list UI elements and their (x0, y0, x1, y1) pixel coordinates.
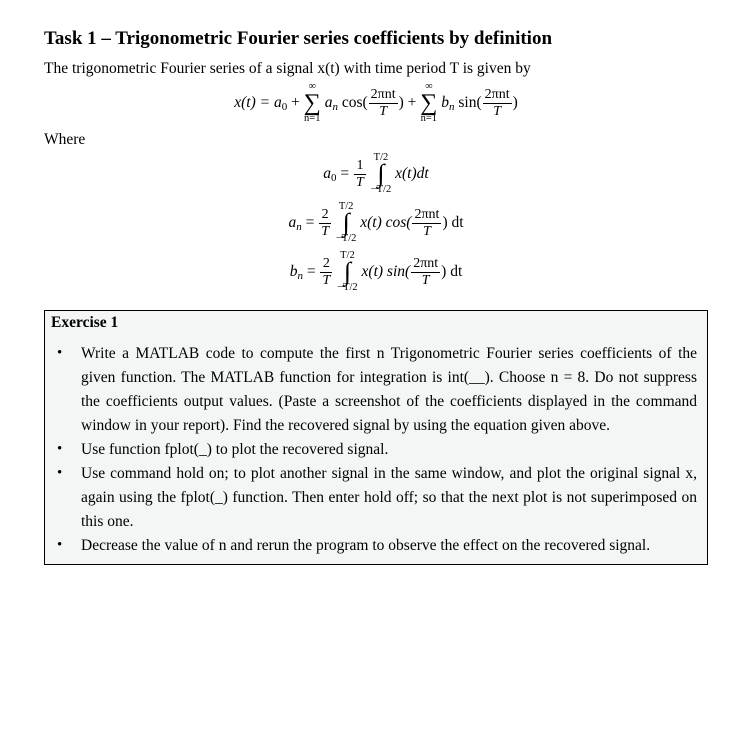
bn-inner-den: T (411, 273, 440, 288)
task-title: Task 1 – Trigonometric Fourier series co… (44, 28, 708, 50)
frac2-num: 2πnt (483, 88, 512, 104)
an-inner-num: 2πnt (412, 208, 441, 224)
an-body-post: ) dt (442, 214, 463, 231)
a0-coef-num: 1 (354, 159, 366, 175)
bn-inner-num: 2πnt (411, 257, 440, 273)
eq-close-plus: ) + (399, 94, 421, 111)
bn-int-sym: ∫ (337, 261, 358, 283)
equation-series: x(t) = a0 + ∞ ∑ n=1 an cos(2πntT) + ∞ ∑ … (44, 82, 708, 125)
bn-coef-den: T (320, 273, 332, 288)
bn-inner-frac: 2πntT (411, 257, 440, 288)
a0-eq: = (337, 165, 354, 182)
intro-text: The trigonometric Fourier series of a si… (44, 60, 708, 78)
eq-cos: cos( (338, 94, 368, 111)
sigma2-symbol: ∑ (420, 93, 437, 115)
frac-den: T (369, 104, 398, 119)
exercise-list: Write a MATLAB code to compute the first… (45, 342, 707, 564)
an-coef: 2T (319, 208, 331, 239)
where-label: Where (44, 131, 708, 149)
sigma2-bot: n=1 (420, 114, 437, 125)
exercise-box: Exercise 1 Write a MATLAB code to comput… (44, 310, 708, 565)
frac2-den: T (483, 104, 512, 119)
eq-close: ) (513, 94, 518, 111)
an-int-sym: ∫ (336, 212, 357, 234)
frac-sin: 2πntT (483, 88, 512, 119)
sigma-symbol: ∑ (304, 93, 321, 115)
an-integral: T/2 ∫ −T/2 (336, 202, 357, 245)
an-int-bot: −T/2 (336, 234, 357, 245)
sigma-2: ∞ ∑ n=1 (420, 82, 437, 125)
a0-body: x(t)dt (395, 165, 429, 182)
bn-integral: T/2 ∫ −T/2 (337, 251, 358, 294)
frac-cos: 2πntT (369, 88, 398, 119)
sigma-1: ∞ ∑ n=1 (304, 82, 321, 125)
an-coef-den: T (319, 224, 331, 239)
equation-a0: a0 = 1T T/2 ∫ −T/2 x(t)dt (44, 153, 708, 196)
an-coef-num: 2 (319, 208, 331, 224)
a0-int-bot: −T/2 (371, 185, 392, 196)
a0-coef-den: T (354, 175, 366, 190)
sigma-bot: n=1 (304, 114, 321, 125)
bn-body-pre: x(t) sin( (362, 263, 411, 280)
bn-int-bot: −T/2 (337, 283, 358, 294)
list-item: Decrease the value of n and rerun the pr… (67, 534, 697, 558)
eq-lhs: x(t) = a (234, 94, 281, 111)
list-item: Write a MATLAB code to compute the first… (67, 342, 697, 438)
eq-plus1: + (287, 94, 304, 111)
bn-coef: 2T (320, 257, 332, 288)
a0-int-sym: ∫ (371, 163, 392, 185)
list-item: Use function fplot(_) to plot the recove… (67, 438, 697, 462)
bn-body-post: ) dt (441, 263, 462, 280)
a0-lhs: a (323, 165, 331, 182)
eq-sin: sin( (455, 94, 482, 111)
bn-eq: = (303, 263, 320, 280)
an-body-pre: x(t) cos( (360, 214, 411, 231)
an-inner-frac: 2πntT (412, 208, 441, 239)
list-item: Use command hold on; to plot another sig… (67, 462, 697, 534)
a0-integral: T/2 ∫ −T/2 (371, 153, 392, 196)
an-eq: = (302, 214, 319, 231)
equation-an: an = 2T T/2 ∫ −T/2 x(t) cos(2πntT) dt (44, 202, 708, 245)
equation-bn: bn = 2T T/2 ∫ −T/2 x(t) sin(2πntT) dt (44, 251, 708, 294)
exercise-title: Exercise 1 (45, 311, 707, 342)
bn-coef-num: 2 (320, 257, 332, 273)
eq-bn: b (441, 94, 449, 111)
a0-coef: 1T (354, 159, 366, 190)
frac-num: 2πnt (369, 88, 398, 104)
an-inner-den: T (412, 224, 441, 239)
